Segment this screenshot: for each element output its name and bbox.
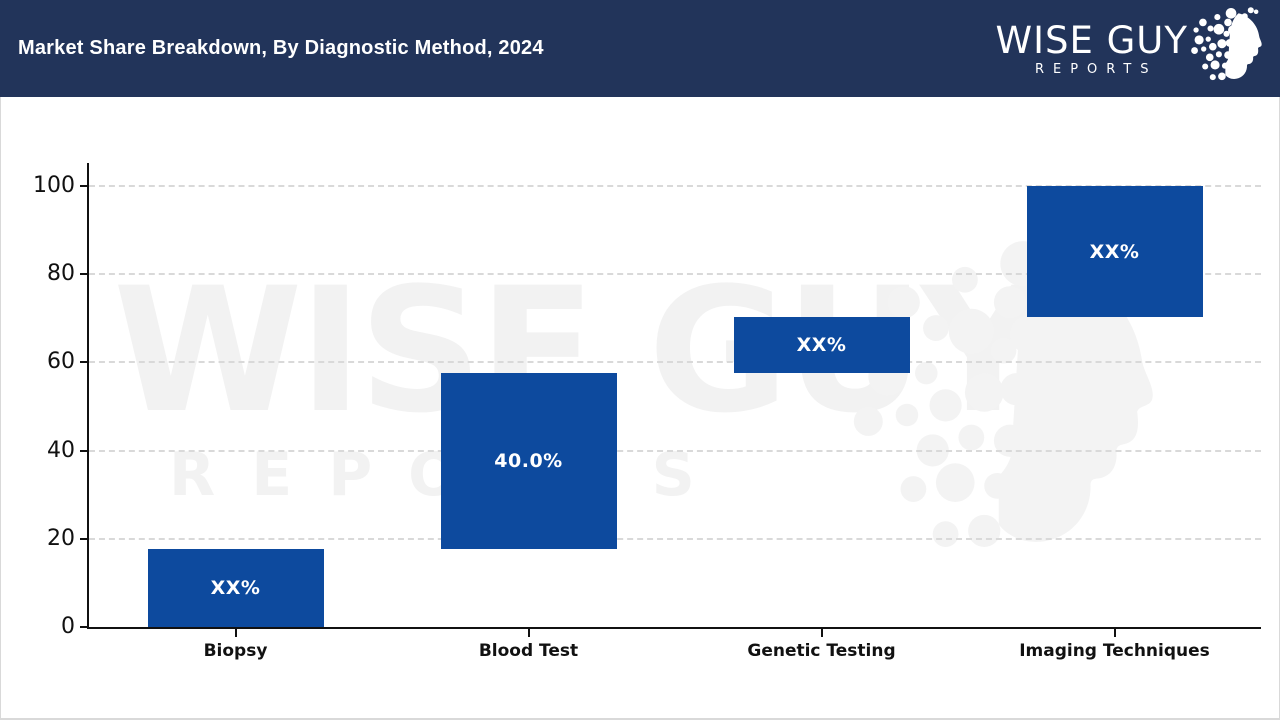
x-axis-tick	[234, 629, 237, 637]
gridline-40	[89, 449, 1261, 452]
y-axis-tick-label: 0	[61, 614, 75, 639]
bar-value-label: XX%	[1089, 240, 1140, 263]
gridline-20	[89, 537, 1261, 540]
y-axis-tick-label: 60	[47, 349, 75, 375]
wise-guy-face-icon	[1191, 6, 1262, 80]
bar-value-label: XX%	[796, 333, 847, 356]
y-axis-tick	[80, 361, 89, 364]
y-axis-tick	[80, 537, 89, 540]
x-axis-tick	[820, 629, 823, 637]
y-axis-tick-label: 100	[33, 173, 75, 198]
bar-imaging-techniques: XX%	[1026, 186, 1203, 318]
bar-genetic-testing: XX%	[733, 317, 910, 373]
y-axis-tick-label: 20	[47, 525, 75, 551]
x-axis-category-label: Biopsy	[203, 641, 268, 661]
x-axis-category-label: Imaging Techniques	[1019, 641, 1210, 661]
y-axis-line	[87, 163, 89, 629]
bar-blood-test: 40.0%	[440, 372, 617, 549]
bar-biopsy: XX%	[147, 548, 324, 627]
x-axis-line	[87, 627, 1261, 629]
bar-value-label: XX%	[210, 576, 261, 599]
y-axis-tick-label: 80	[47, 261, 75, 287]
y-axis-tick	[80, 449, 89, 452]
wise-guy-logo: WISE GUY REPORTS	[996, 6, 1266, 91]
header-bar: Market Share Breakdown, By Diagnostic Me…	[0, 0, 1280, 97]
gridline-60	[89, 361, 1261, 364]
y-axis-tick	[80, 273, 89, 276]
y-axis-tick-label: 40	[47, 437, 75, 463]
wise-guy-logo-text: WISE GUY REPORTS	[996, 22, 1188, 76]
logo-subtitle: REPORTS	[1034, 61, 1158, 77]
y-axis-tick	[80, 185, 89, 187]
page-title: Market Share Breakdown, By Diagnostic Me…	[18, 37, 544, 59]
x-axis-tick	[1113, 629, 1116, 637]
plot-area: 0 20 40 60 80 100 XX% Biopsy 40.0% Blood Test XX% G…	[1, 97, 1279, 718]
gridline-80	[89, 273, 1261, 276]
x-axis-category-label: Blood Test	[478, 641, 579, 661]
x-axis-tick	[527, 629, 530, 637]
x-axis-category-label: Genetic Testing	[747, 641, 896, 661]
chart-canvas: WISE GUY REPORTS 020406080100XX%Biopsy40…	[0, 97, 1280, 720]
bar-value-label: 40.0%	[494, 449, 563, 472]
gridline-100	[89, 185, 1261, 187]
logo-wordmark: WISE GUY	[995, 18, 1188, 62]
y-axis-tick	[80, 626, 89, 628]
